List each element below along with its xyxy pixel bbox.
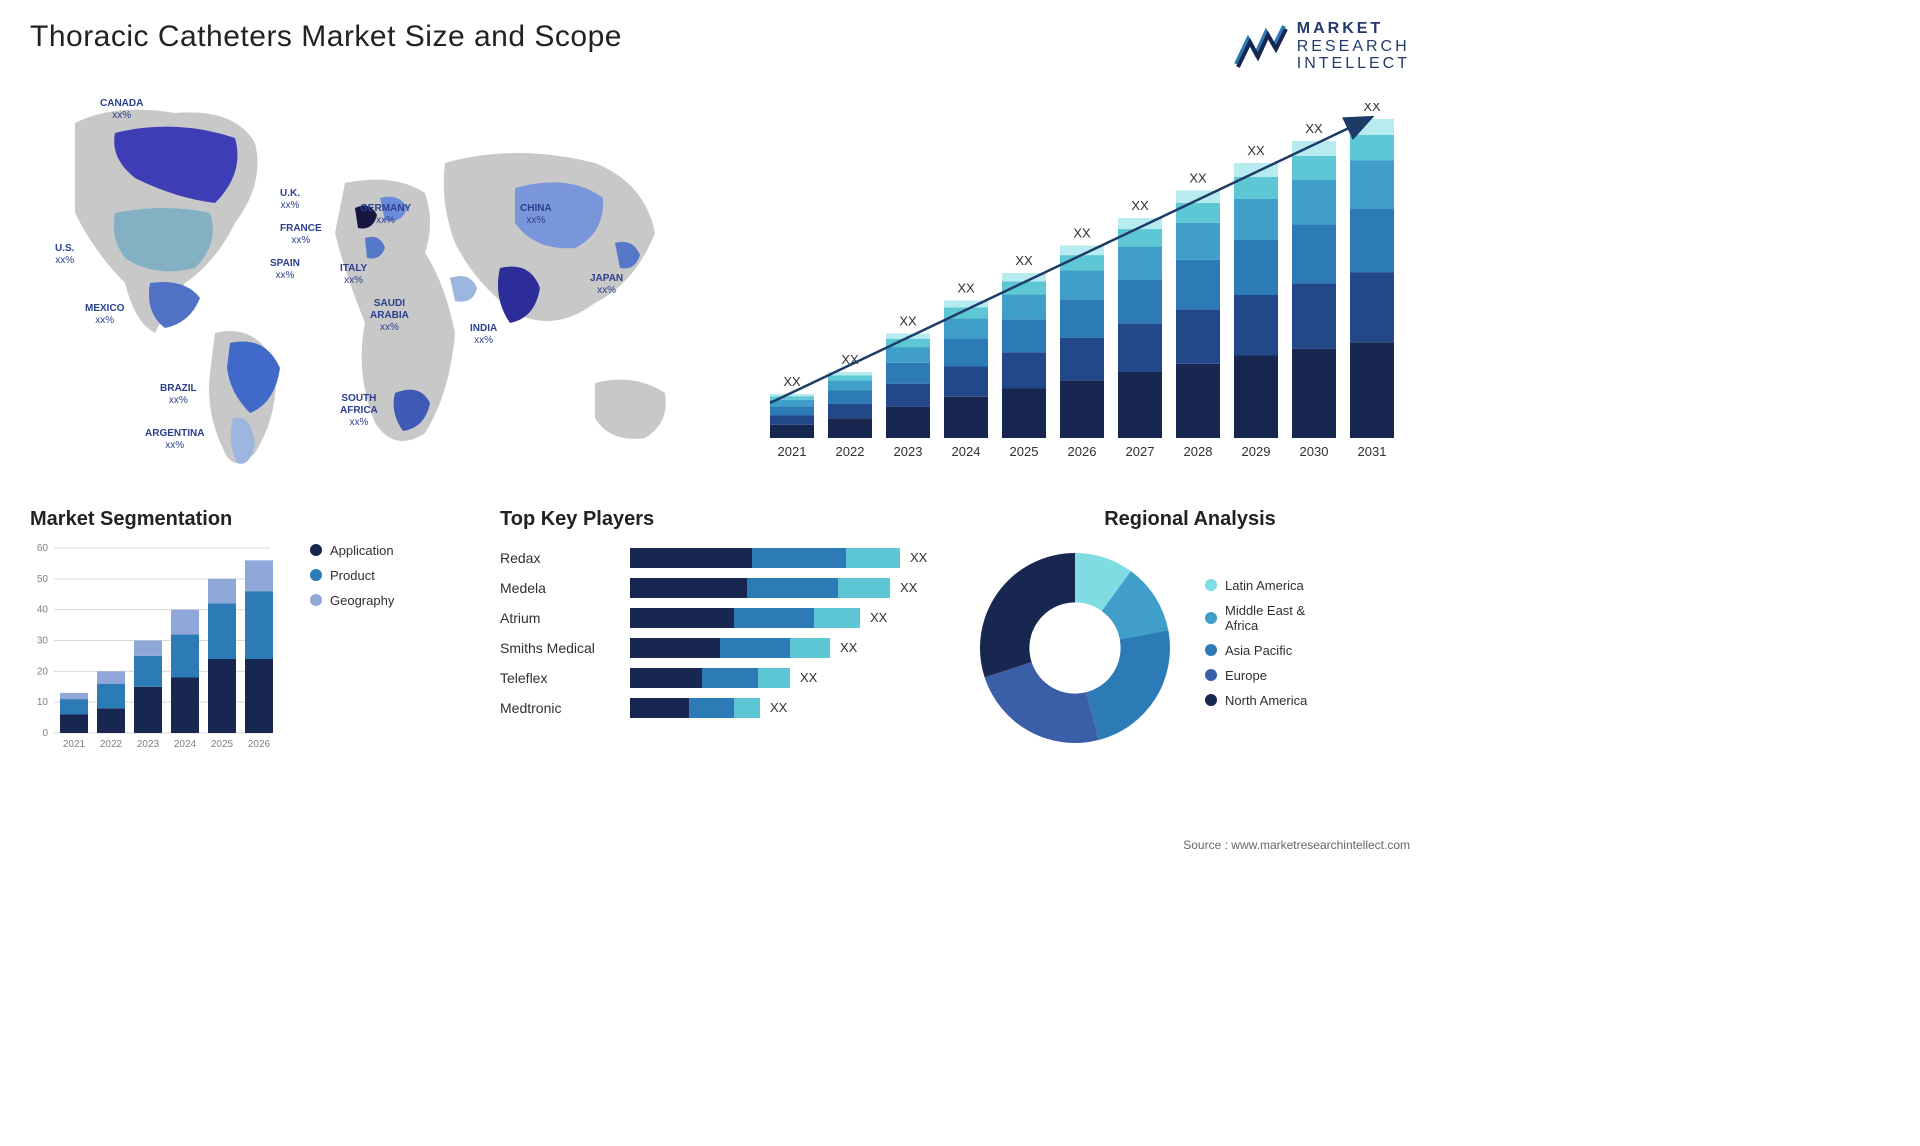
logo-line2: RESEARCH (1297, 38, 1410, 56)
segmentation-chart: 0 10 20 30 40 50 60 2021 2022 2023 2024 2025 2026 (30, 543, 290, 773)
logo-icon (1234, 24, 1289, 69)
logo-line1: MARKET (1297, 20, 1410, 38)
svg-text:2025: 2025 (211, 739, 234, 750)
player-bars: XX XX XX XX XX XX (630, 543, 940, 723)
player-value: XX (800, 670, 817, 685)
svg-text:2022: 2022 (100, 739, 123, 750)
svg-text:60: 60 (37, 543, 49, 554)
regional-panel: Regional Analysis Latin America Middle Ea… (970, 508, 1410, 788)
map-country-label: GERMANYxx% (360, 203, 411, 227)
legend-item: Application (310, 543, 394, 558)
svg-text:50: 50 (37, 574, 49, 585)
svg-text:XX: XX (783, 374, 801, 389)
player-bar-row: XX (630, 543, 940, 573)
page-title: Thoracic Catheters Market Size and Scope (30, 20, 622, 54)
legend-item: Geography (310, 593, 394, 608)
legend-item: Middle East &Africa (1205, 603, 1307, 633)
player-bar-row: XX (630, 633, 940, 663)
forecast-chart-panel: XX 2021 XX 2022 XX 2023 XX 2024 XX 2025 XX 2026 XX 20… (750, 83, 1410, 483)
legend-item: Asia Pacific (1205, 643, 1307, 658)
svg-text:XX: XX (899, 313, 917, 328)
svg-text:2025: 2025 (1010, 444, 1039, 459)
player-name: Teleflex (500, 663, 620, 693)
legend-item: Product (310, 568, 394, 583)
svg-text:2023: 2023 (137, 739, 160, 750)
logo-line3: INTELLECT (1297, 55, 1410, 73)
player-value: XX (770, 700, 787, 715)
svg-text:XX: XX (1015, 253, 1033, 268)
svg-text:2021: 2021 (63, 739, 86, 750)
svg-text:2026: 2026 (1068, 444, 1097, 459)
brand-logo: MARKET RESEARCH INTELLECT (1234, 20, 1410, 73)
regional-title: Regional Analysis (970, 508, 1410, 531)
map-country-label: SOUTHAFRICAxx% (340, 393, 378, 429)
player-name: Medtronic (500, 693, 620, 723)
player-bar-row: XX (630, 603, 940, 633)
player-value: XX (840, 640, 857, 655)
player-name: Medela (500, 573, 620, 603)
svg-text:20: 20 (37, 666, 49, 677)
svg-text:2024: 2024 (174, 739, 197, 750)
map-country-label: BRAZILxx% (160, 383, 197, 407)
legend-item: Europe (1205, 668, 1307, 683)
regional-donut (970, 543, 1180, 753)
svg-text:XX: XX (1131, 198, 1149, 213)
segmentation-legend: Application Product Geography (310, 543, 394, 773)
player-value: XX (910, 550, 927, 565)
svg-text:2023: 2023 (894, 444, 923, 459)
svg-text:XX: XX (1073, 225, 1091, 240)
map-country-label: MEXICOxx% (85, 303, 124, 327)
forecast-chart: XX 2021 XX 2022 XX 2023 XX 2024 XX 2025 XX 2026 XX 20… (750, 103, 1400, 473)
regional-legend: Latin America Middle East &Africa Asia Pac… (1205, 578, 1307, 718)
svg-text:2022: 2022 (836, 444, 865, 459)
map-country-label: U.S.xx% (55, 243, 74, 267)
svg-text:XX: XX (1305, 121, 1323, 136)
world-map-panel: CANADAxx% U.S.xx% MEXICOxx% BRAZILxx% ARGENT… (30, 83, 720, 483)
svg-text:10: 10 (37, 697, 49, 708)
player-labels: RedaxMedelaAtriumSmiths MedicalTeleflexM… (500, 543, 620, 723)
svg-text:2031: 2031 (1358, 444, 1387, 459)
map-country-label: ITALYxx% (340, 263, 367, 287)
svg-text:2024: 2024 (952, 444, 981, 459)
legend-item: Latin America (1205, 578, 1307, 593)
player-name: Redax (500, 543, 620, 573)
svg-text:2028: 2028 (1184, 444, 1213, 459)
map-country-label: CHINAxx% (520, 203, 552, 227)
svg-text:2021: 2021 (778, 444, 807, 459)
svg-text:30: 30 (37, 635, 49, 646)
map-country-label: ARGENTINAxx% (145, 428, 204, 452)
svg-text:0: 0 (42, 728, 48, 739)
player-bar-row: XX (630, 573, 940, 603)
segmentation-panel: Market Segmentation 0 10 20 30 40 50 60 2021 202… (30, 508, 470, 788)
player-name: Atrium (500, 603, 620, 633)
players-panel: Top Key Players RedaxMedelaAtriumSmiths … (500, 508, 940, 788)
svg-text:2030: 2030 (1300, 444, 1329, 459)
player-value: XX (900, 580, 917, 595)
svg-text:XX: XX (1189, 170, 1207, 185)
map-country-label: SAUDIARABIAxx% (370, 298, 409, 334)
svg-text:XX: XX (1363, 103, 1381, 114)
map-country-label: SPAINxx% (270, 258, 300, 282)
svg-text:XX: XX (957, 280, 975, 295)
svg-text:XX: XX (1247, 143, 1265, 158)
source-attribution: Source : www.marketresearchintellect.com (1183, 838, 1410, 852)
player-bar-row: XX (630, 693, 940, 723)
map-country-label: INDIAxx% (470, 323, 497, 347)
segmentation-title: Market Segmentation (30, 508, 470, 531)
player-name: Smiths Medical (500, 633, 620, 663)
svg-text:40: 40 (37, 604, 49, 615)
map-country-label: CANADAxx% (100, 98, 143, 122)
svg-text:2029: 2029 (1242, 444, 1271, 459)
map-country-label: JAPANxx% (590, 273, 623, 297)
map-country-label: U.K.xx% (280, 188, 300, 212)
player-bar-row: XX (630, 663, 940, 693)
map-country-label: FRANCExx% (280, 223, 322, 247)
players-title: Top Key Players (500, 508, 940, 531)
player-value: XX (870, 610, 887, 625)
svg-text:2027: 2027 (1126, 444, 1155, 459)
legend-item: North America (1205, 693, 1307, 708)
svg-text:2026: 2026 (248, 739, 271, 750)
